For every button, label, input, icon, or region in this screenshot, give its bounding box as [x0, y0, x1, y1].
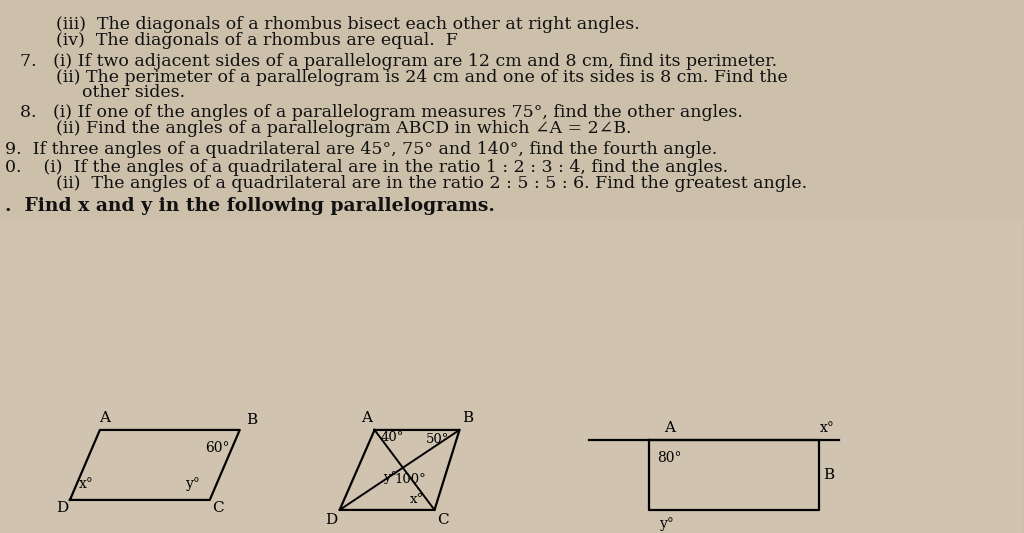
- Text: x°: x°: [410, 494, 424, 506]
- Text: A: A: [664, 421, 675, 435]
- Text: B: B: [246, 413, 257, 427]
- Bar: [0, 221, 1023, 533]
- Text: (ii)  The angles of a quadrilateral are in the ratio 2 : 5 : 5 : 6. Find the gre: (ii) The angles of a quadrilateral are i…: [56, 175, 807, 192]
- Text: 7.   (i) If two adjacent sides of a parallelogram are 12 cm and 8 cm, find its p: 7. (i) If two adjacent sides of a parall…: [20, 53, 777, 70]
- Text: x°: x°: [819, 421, 835, 435]
- Text: 100°: 100°: [394, 473, 426, 487]
- Text: (ii) Find the angles of a parallelogram ABCD in which ∠A = 2∠B.: (ii) Find the angles of a parallelogram …: [56, 120, 632, 138]
- Text: 0.    (i)  If the angles of a quadrilateral are in the ratio 1 : 2 : 3 : 4, find: 0. (i) If the angles of a quadrilateral …: [5, 159, 728, 176]
- Text: D: D: [55, 501, 68, 515]
- Text: (iii)  The diagonals of a rhombus bisect each other at right angles.: (iii) The diagonals of a rhombus bisect …: [56, 16, 640, 33]
- Text: .  Find x and y in the following parallelograms.: . Find x and y in the following parallel…: [5, 197, 495, 215]
- Text: y°: y°: [186, 477, 201, 491]
- Text: (iv)  The diagonals of a rhombus are equal.  F: (iv) The diagonals of a rhombus are equa…: [56, 32, 458, 49]
- Text: 40°: 40°: [381, 431, 404, 445]
- Text: C: C: [212, 501, 223, 515]
- Text: C: C: [436, 513, 449, 527]
- Text: A: A: [361, 411, 372, 425]
- Text: other sides.: other sides.: [82, 84, 185, 101]
- Text: 60°: 60°: [206, 441, 230, 455]
- Text: D: D: [326, 513, 338, 527]
- Text: y°: y°: [659, 517, 675, 531]
- Text: x°: x°: [79, 477, 93, 491]
- Text: 50°: 50°: [426, 433, 450, 447]
- Text: y°: y°: [384, 471, 397, 484]
- Text: 80°: 80°: [657, 451, 682, 465]
- Text: A: A: [99, 411, 111, 425]
- Text: 8.   (i) If one of the angles of a parallelogram measures 75°, find the other an: 8. (i) If one of the angles of a paralle…: [20, 104, 743, 122]
- Text: (ii) The perimeter of a parallelogram is 24 cm and one of its sides is 8 cm. Fin: (ii) The perimeter of a parallelogram is…: [56, 69, 788, 86]
- Text: 9.  If three angles of a quadrilateral are 45°, 75° and 140°, find the fourth an: 9. If three angles of a quadrilateral ar…: [5, 141, 718, 158]
- Text: B: B: [462, 411, 473, 425]
- Text: B: B: [823, 468, 835, 482]
